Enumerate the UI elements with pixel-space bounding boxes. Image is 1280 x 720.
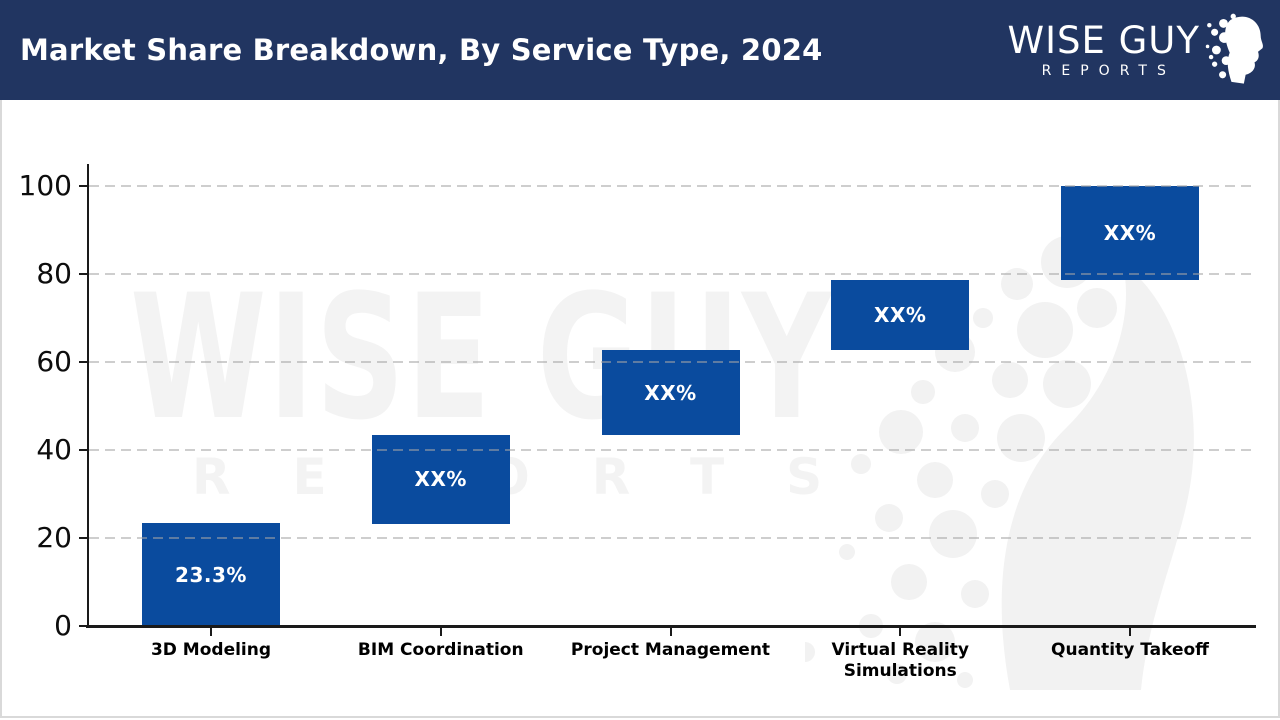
x-tick-mark [1129, 628, 1131, 636]
y-tick-label: 80 [36, 257, 72, 290]
bar-value-label: XX% [874, 303, 927, 328]
logo-wiseguy-label: WISE GUY [1007, 19, 1200, 62]
header: Market Share Breakdown, By Service Type,… [0, 0, 1280, 100]
bar-quantity-takeoff: XX% [1061, 186, 1199, 281]
y-tick-mark [79, 273, 87, 275]
gridline-80 [89, 273, 1256, 275]
gridline-100 [89, 185, 1256, 187]
y-tick-label: 0 [54, 609, 72, 642]
bar-value-label: XX% [1103, 221, 1157, 246]
x-tick-mark [899, 628, 902, 636]
bar-value-label: XX% [644, 380, 697, 405]
y-tick-mark [79, 537, 87, 539]
x-category-label: 3D Modeling [150, 640, 272, 660]
wiseguy-logo: WISE GUY REPORTS [1008, 0, 1266, 100]
x-category-label: BIM Coordination [357, 640, 524, 660]
wiseguy-face-icon [1205, 13, 1263, 84]
gridline-60 [89, 361, 1256, 363]
x-category-label: Virtual Reality Simulations [831, 640, 969, 682]
x-tick-mark [210, 628, 212, 636]
bar-3d-modeling: 23.3% [142, 523, 280, 626]
logo-reports-label: REPORTS [1041, 63, 1176, 79]
bar-virtual-reality-simulations: XX% [831, 280, 970, 351]
page-title: Market Share Breakdown, By Service Type,… [20, 33, 823, 67]
y-tick-label: 40 [36, 433, 72, 466]
gridline-40 [89, 449, 1256, 451]
x-tick-mark [669, 628, 672, 636]
y-tick-mark [79, 185, 87, 187]
gridline-20 [89, 537, 1256, 539]
bar-project-management: XX% [601, 350, 740, 436]
y-tick-mark [79, 449, 87, 451]
watermark-face-icon [805, 236, 1194, 690]
x-axis [86, 625, 1256, 628]
y-tick-label: 20 [36, 521, 72, 554]
y-tick-label: 60 [36, 345, 72, 378]
x-tick-mark [439, 628, 442, 636]
y-tick-mark [79, 625, 87, 627]
y-tick-label: 100 [18, 169, 72, 202]
bar-value-label: 23.3% [175, 562, 247, 587]
y-tick-mark [79, 361, 87, 363]
x-category-label: Quantity Takeoff [1051, 640, 1209, 660]
wiseguy-logo-text: WISE GUY REPORTS [1008, 22, 1200, 78]
x-category-label: Project Management [570, 640, 771, 660]
y-axis [87, 164, 89, 627]
bar-value-label: XX% [414, 467, 467, 492]
